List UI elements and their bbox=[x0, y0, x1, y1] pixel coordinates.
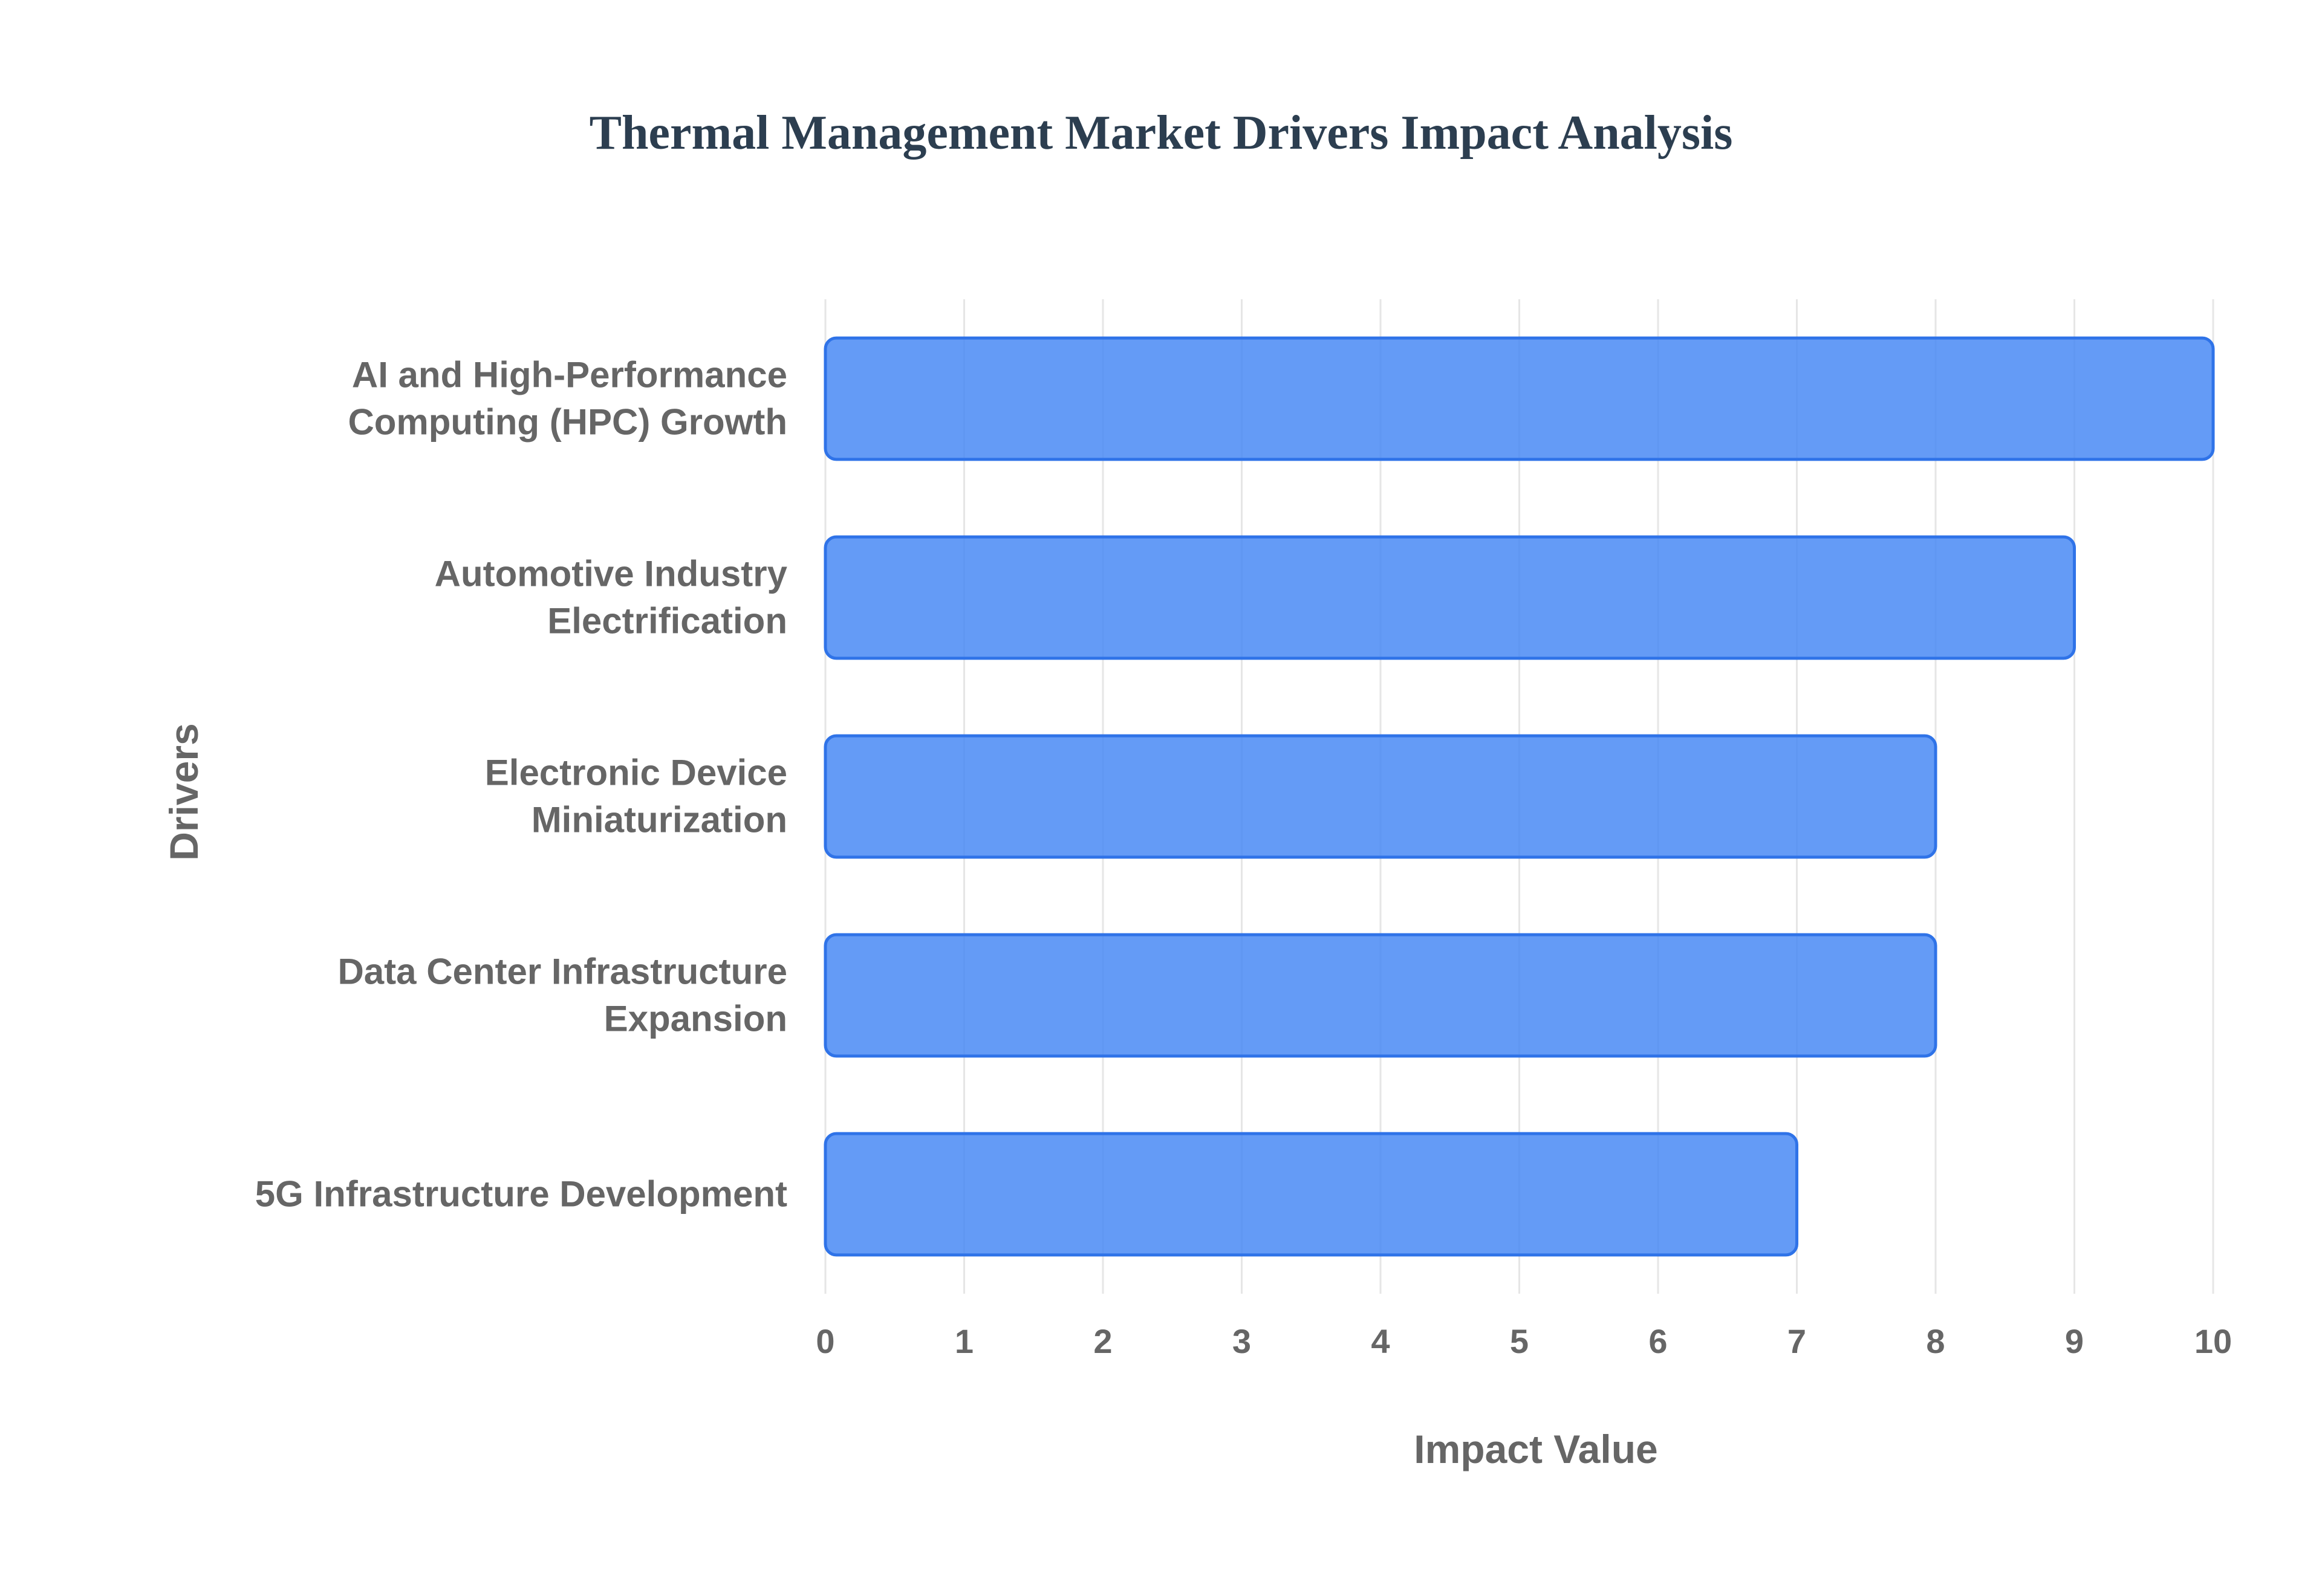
x-tick-label: 7 bbox=[1787, 1322, 1806, 1360]
category-label-line: Automotive Industry bbox=[435, 554, 788, 594]
category-label-line: Data Center Infrastructure bbox=[337, 952, 787, 992]
category-label-line: 5G Infrastructure Development bbox=[255, 1174, 787, 1215]
category-label-line: AI and High-Performance bbox=[352, 355, 787, 395]
category-label: AI and High-Performance Computing (HPC) G… bbox=[348, 355, 787, 443]
bar bbox=[824, 336, 2215, 461]
x-tick-label: 2 bbox=[1093, 1322, 1112, 1360]
category-label-line: Electrification bbox=[547, 601, 787, 641]
bar bbox=[824, 734, 1937, 859]
category-label: Data Center Infrastructure Expansion bbox=[337, 952, 787, 1039]
x-axis-title: Impact Value bbox=[1414, 1427, 1658, 1471]
x-axis-ticks: 0 1 2 3 4 5 6 7 8 9 10 bbox=[816, 1322, 2232, 1360]
x-tick-label: 10 bbox=[2194, 1322, 2232, 1360]
x-tick-label: 9 bbox=[2065, 1322, 2084, 1360]
y-axis-categories: AI and High-Performance Computing (HPC) G… bbox=[255, 355, 788, 1215]
y-axis-title: Drivers bbox=[161, 723, 206, 861]
x-tick-label: 3 bbox=[1232, 1322, 1251, 1360]
x-tick-label: 8 bbox=[1926, 1322, 1945, 1360]
category-label: Automotive Industry Electrification bbox=[435, 554, 788, 641]
bar bbox=[824, 535, 2076, 660]
x-tick-label: 6 bbox=[1648, 1322, 1667, 1360]
category-label-line: Expansion bbox=[604, 999, 787, 1039]
x-tick-label: 0 bbox=[816, 1322, 834, 1360]
category-label-line: Computing (HPC) Growth bbox=[348, 402, 787, 443]
bar bbox=[824, 933, 1937, 1058]
x-tick-label: 4 bbox=[1371, 1322, 1390, 1360]
bars bbox=[824, 336, 2215, 1257]
bar bbox=[824, 1132, 1798, 1257]
chart-title: Thermal Management Market Drivers Impact… bbox=[589, 106, 1733, 160]
category-label-line: Electronic Device bbox=[485, 753, 787, 793]
category-label: Electronic Device Miniaturization bbox=[485, 753, 787, 840]
category-label: 5G Infrastructure Development bbox=[255, 1174, 787, 1215]
x-tick-label: 1 bbox=[955, 1322, 974, 1360]
x-tick-label: 5 bbox=[1510, 1322, 1529, 1360]
category-label-line: Miniaturization bbox=[532, 800, 787, 840]
